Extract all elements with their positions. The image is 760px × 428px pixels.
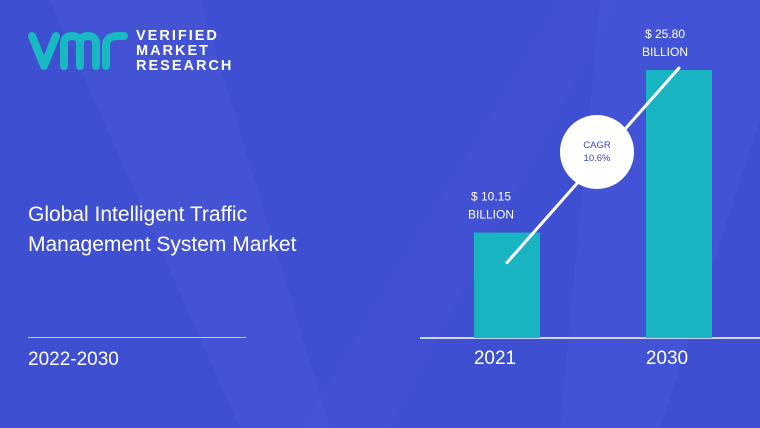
bar-2021 (474, 232, 540, 338)
cagr-circle (560, 115, 634, 189)
report-title: Global Intelligent Traffic Management Sy… (28, 203, 297, 256)
value-label-2021-amount: $ 10.15 (471, 190, 511, 204)
title-divider (28, 337, 246, 338)
vmr-logo-icon (28, 31, 128, 70)
brand-line-1: VERIFIED (136, 27, 219, 44)
brand-name: VERIFIED MARKET RESEARCH (136, 27, 234, 74)
category-label-2021: 2021 (474, 348, 516, 369)
category-label-2030: 2030 (646, 348, 688, 369)
cagr-value: 10.6% (584, 153, 611, 164)
forecast-period: 2022-2030 (28, 349, 119, 370)
bar-2030 (646, 70, 712, 338)
brand-logo: VERIFIED MARKET RESEARCH (28, 26, 233, 76)
cagr-badge: CAGR 10.6% (560, 115, 634, 189)
cagr-label: CAGR (583, 140, 611, 151)
value-label-2021-unit: BILLION (468, 208, 514, 222)
value-label-2030-amount: $ 25.80 (645, 27, 685, 41)
value-label-2030-unit: BILLION (642, 45, 688, 59)
brand-line-2: MARKET (136, 42, 211, 59)
brand-line-3: RESEARCH (136, 57, 234, 74)
